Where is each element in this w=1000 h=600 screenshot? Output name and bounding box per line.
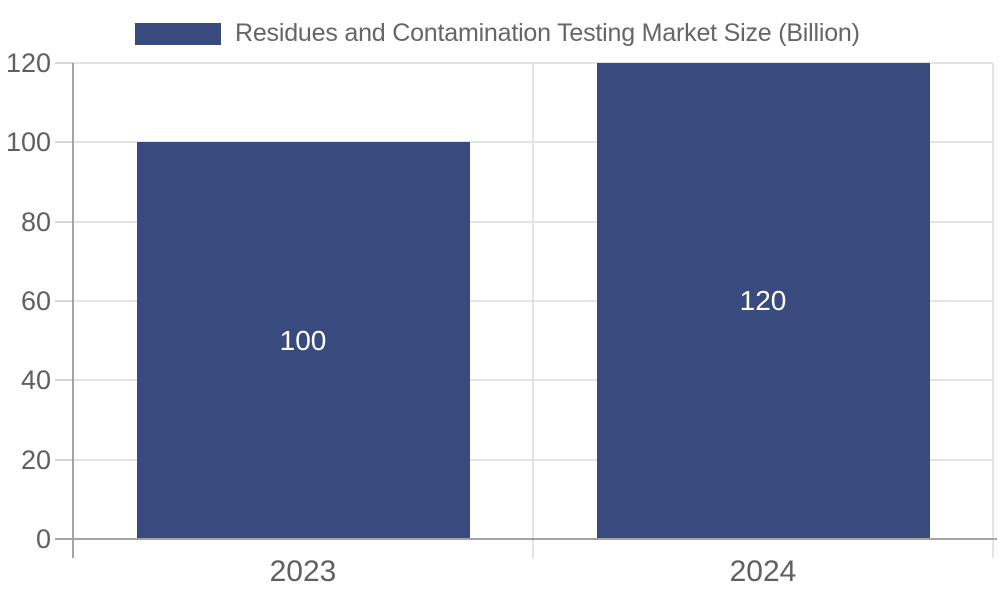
y-axis-tick [55, 62, 73, 64]
y-tick-label: 80 [20, 206, 51, 237]
x-axis-tick [532, 539, 534, 558]
y-tick-label: 60 [20, 286, 51, 316]
x-tick-label: 2024 [729, 555, 797, 588]
y-axis-tick [55, 220, 73, 223]
bar-2023[interactable] [137, 142, 470, 539]
bar-value-label: 100 [279, 324, 327, 356]
x-tick-label: 2023 [269, 555, 337, 588]
y-tick-label: 40 [20, 365, 51, 396]
bar-value-label: 120 [739, 285, 787, 316]
category-splitline [532, 63, 534, 539]
x-axis-tick [992, 539, 994, 558]
y-axis-tick [55, 379, 73, 382]
y-tick-label: 20 [20, 444, 51, 475]
category-splitline [992, 63, 994, 539]
y-axis-tick [55, 458, 73, 461]
y-axis-tick [55, 141, 73, 144]
legend-swatch [135, 22, 221, 45]
bar-2024[interactable] [597, 63, 930, 539]
y-axis-tick [55, 300, 73, 302]
legend-label: Residues and Contamination Testing Marke… [235, 19, 860, 47]
y-tick-label: 120 [5, 48, 51, 78]
y-tick-label: 0 [35, 524, 51, 554]
legend[interactable]: Residues and Contamination Testing Marke… [135, 19, 860, 48]
x-axis-line [55, 538, 997, 540]
y-tick-label: 100 [5, 127, 51, 158]
y-axis-line [72, 63, 74, 558]
